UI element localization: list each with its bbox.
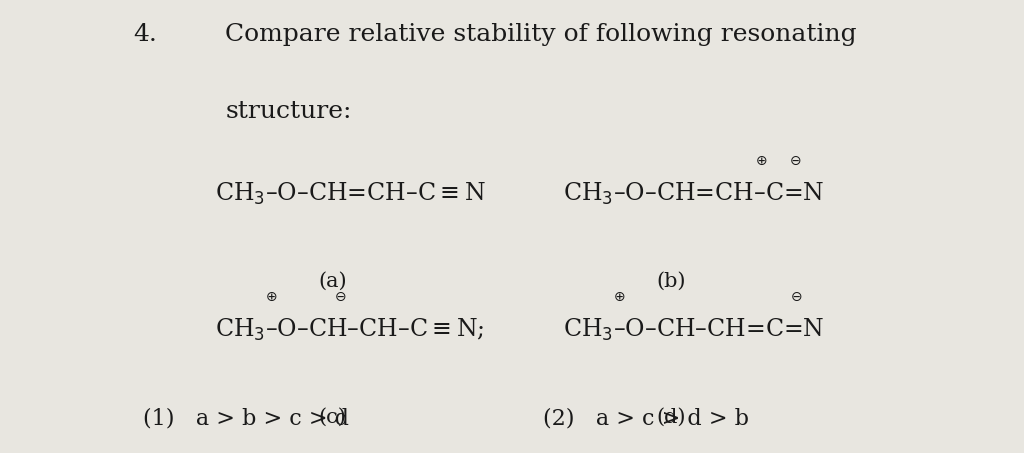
Text: CH$_3$–O–CH–CH=C=N: CH$_3$–O–CH–CH=C=N: [563, 317, 824, 343]
Text: $\ominus$: $\ominus$: [790, 154, 802, 168]
Text: CH$_3$–O–CH=CH–C$\equiv$N: CH$_3$–O–CH=CH–C$\equiv$N: [215, 181, 485, 207]
Text: 4.: 4.: [133, 23, 157, 46]
Text: (1)   a > b > c > d: (1) a > b > c > d: [143, 408, 349, 430]
Text: $\ominus$: $\ominus$: [334, 290, 346, 304]
Text: Compare relative stability of following resonating: Compare relative stability of following …: [225, 23, 857, 46]
Text: (c): (c): [318, 408, 347, 427]
Text: $\ominus$: $\ominus$: [791, 290, 803, 304]
Text: $\oplus$: $\oplus$: [613, 290, 626, 304]
Text: structure:: structure:: [225, 100, 352, 123]
Text: (d): (d): [656, 408, 685, 427]
Text: $\oplus$: $\oplus$: [755, 154, 767, 168]
Text: CH$_3$–O–CH=CH–C=N: CH$_3$–O–CH=CH–C=N: [563, 181, 824, 207]
Text: (a): (a): [318, 272, 347, 291]
Text: $\oplus$: $\oplus$: [265, 290, 278, 304]
Text: CH$_3$–O–CH–CH–C$\equiv$N;: CH$_3$–O–CH–CH–C$\equiv$N;: [215, 317, 484, 343]
Text: (2)   a > c > d > b: (2) a > c > d > b: [543, 408, 749, 430]
Text: (b): (b): [656, 272, 685, 291]
